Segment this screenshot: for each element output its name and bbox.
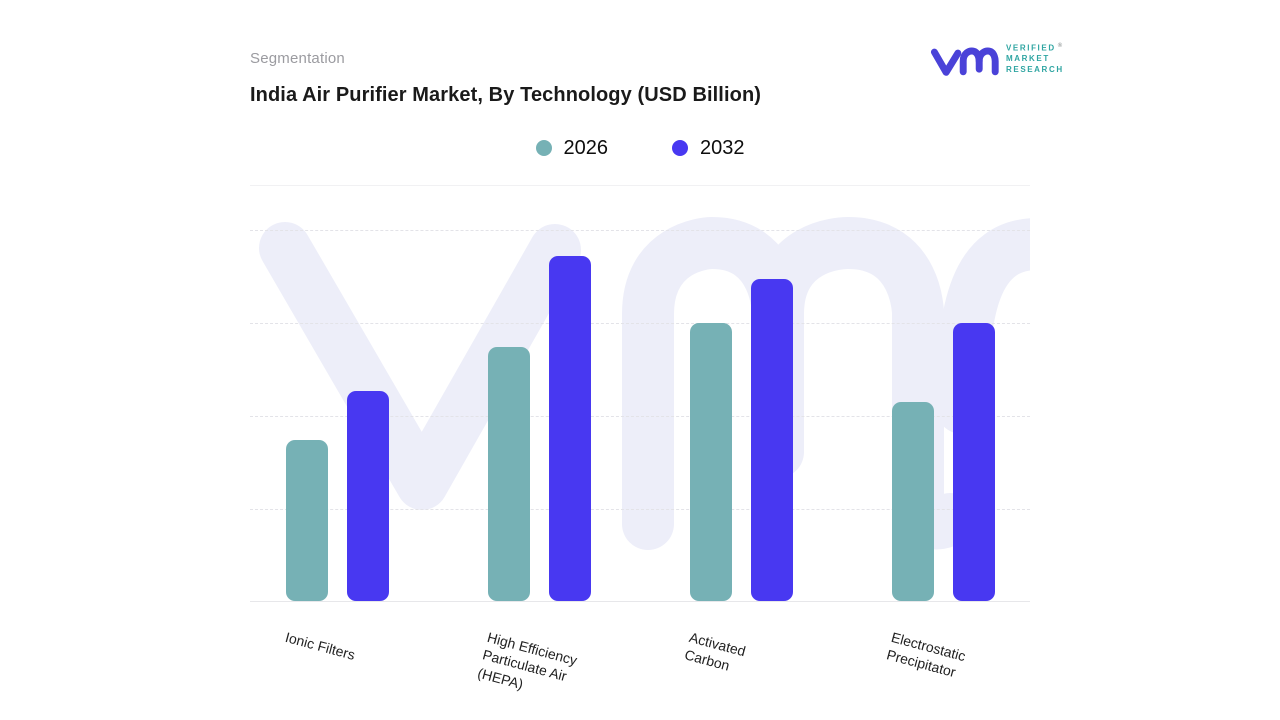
- logo-line-market: MARKET: [1006, 54, 1050, 64]
- bar-2032-ionic-filters[interactable]: [346, 391, 389, 601]
- legend-item-2026[interactable]: 2026: [535, 136, 609, 160]
- bar-2026-activated-carbon[interactable]: [689, 323, 732, 601]
- bar-2032-high-efficiency-particulate-air-hepa[interactable]: [548, 256, 591, 601]
- chart-legend: 2026 2032: [250, 134, 1030, 162]
- gridline-3: [250, 323, 1030, 324]
- segmentation-label: Segmentation: [250, 50, 345, 67]
- legend-marker-2026: [535, 140, 552, 156]
- legend-marker-2032: [672, 140, 688, 156]
- logo-wordmark: VERIFIED ® MARKET RESEARCH: [1006, 42, 1064, 76]
- x-axis-label-electrostatic-precipitator: Electrostatic Precipitator: [884, 628, 968, 683]
- gridline-1: [250, 509, 1030, 510]
- vmr-logo: VERIFIED ® MARKET RESEARCH: [928, 36, 1068, 82]
- bar-2032-activated-carbon[interactable]: [750, 279, 793, 601]
- plot-area: [250, 185, 1030, 602]
- bar-2026-ionic-filters[interactable]: [285, 440, 328, 601]
- logo-line-research: RESEARCH: [1006, 65, 1064, 75]
- gridline-2: [250, 416, 1030, 417]
- x-axis-label-line: High Efficiency: [485, 628, 579, 669]
- x-axis-label-line: Activated: [687, 628, 748, 660]
- x-axis-label-line: Ionic Filters: [283, 628, 357, 663]
- x-axis-label-activated-carbon: Activated Carbon: [682, 628, 748, 679]
- x-axis-label-line: Carbon: [682, 646, 732, 675]
- x-axis-label-line: Electrostatic: [889, 628, 968, 665]
- legend-label-2032: 2032: [700, 136, 745, 159]
- legend-item-2032[interactable]: 2032: [672, 137, 745, 160]
- bar-2032-electrostatic-precipitator[interactable]: [952, 323, 995, 601]
- x-axis-label-ionic-filters: Ionic Filters: [283, 628, 357, 664]
- logo-line-verified: VERIFIED: [1006, 43, 1056, 53]
- x-axis-label-line: Particulate Air: [480, 646, 569, 685]
- gridline-4: [250, 230, 1030, 231]
- chart-title: India Air Purifier Market, By Technology…: [250, 84, 762, 106]
- legend-label-2026: 2026: [563, 136, 609, 159]
- bar-2026-high-efficiency-particulate-air-hepa[interactable]: [487, 347, 530, 601]
- x-axis-label-high-efficiency-particulate-air-hepa: High Efficiency Particulate Air (HEPA): [476, 628, 580, 705]
- x-axis-label-line: Precipitator: [884, 646, 958, 681]
- registered-mark: ®: [1057, 42, 1063, 49]
- vm-monogram-icon: [930, 47, 999, 76]
- x-axis-label-line: (HEPA): [476, 664, 526, 693]
- bar-2026-electrostatic-precipitator[interactable]: [891, 402, 934, 601]
